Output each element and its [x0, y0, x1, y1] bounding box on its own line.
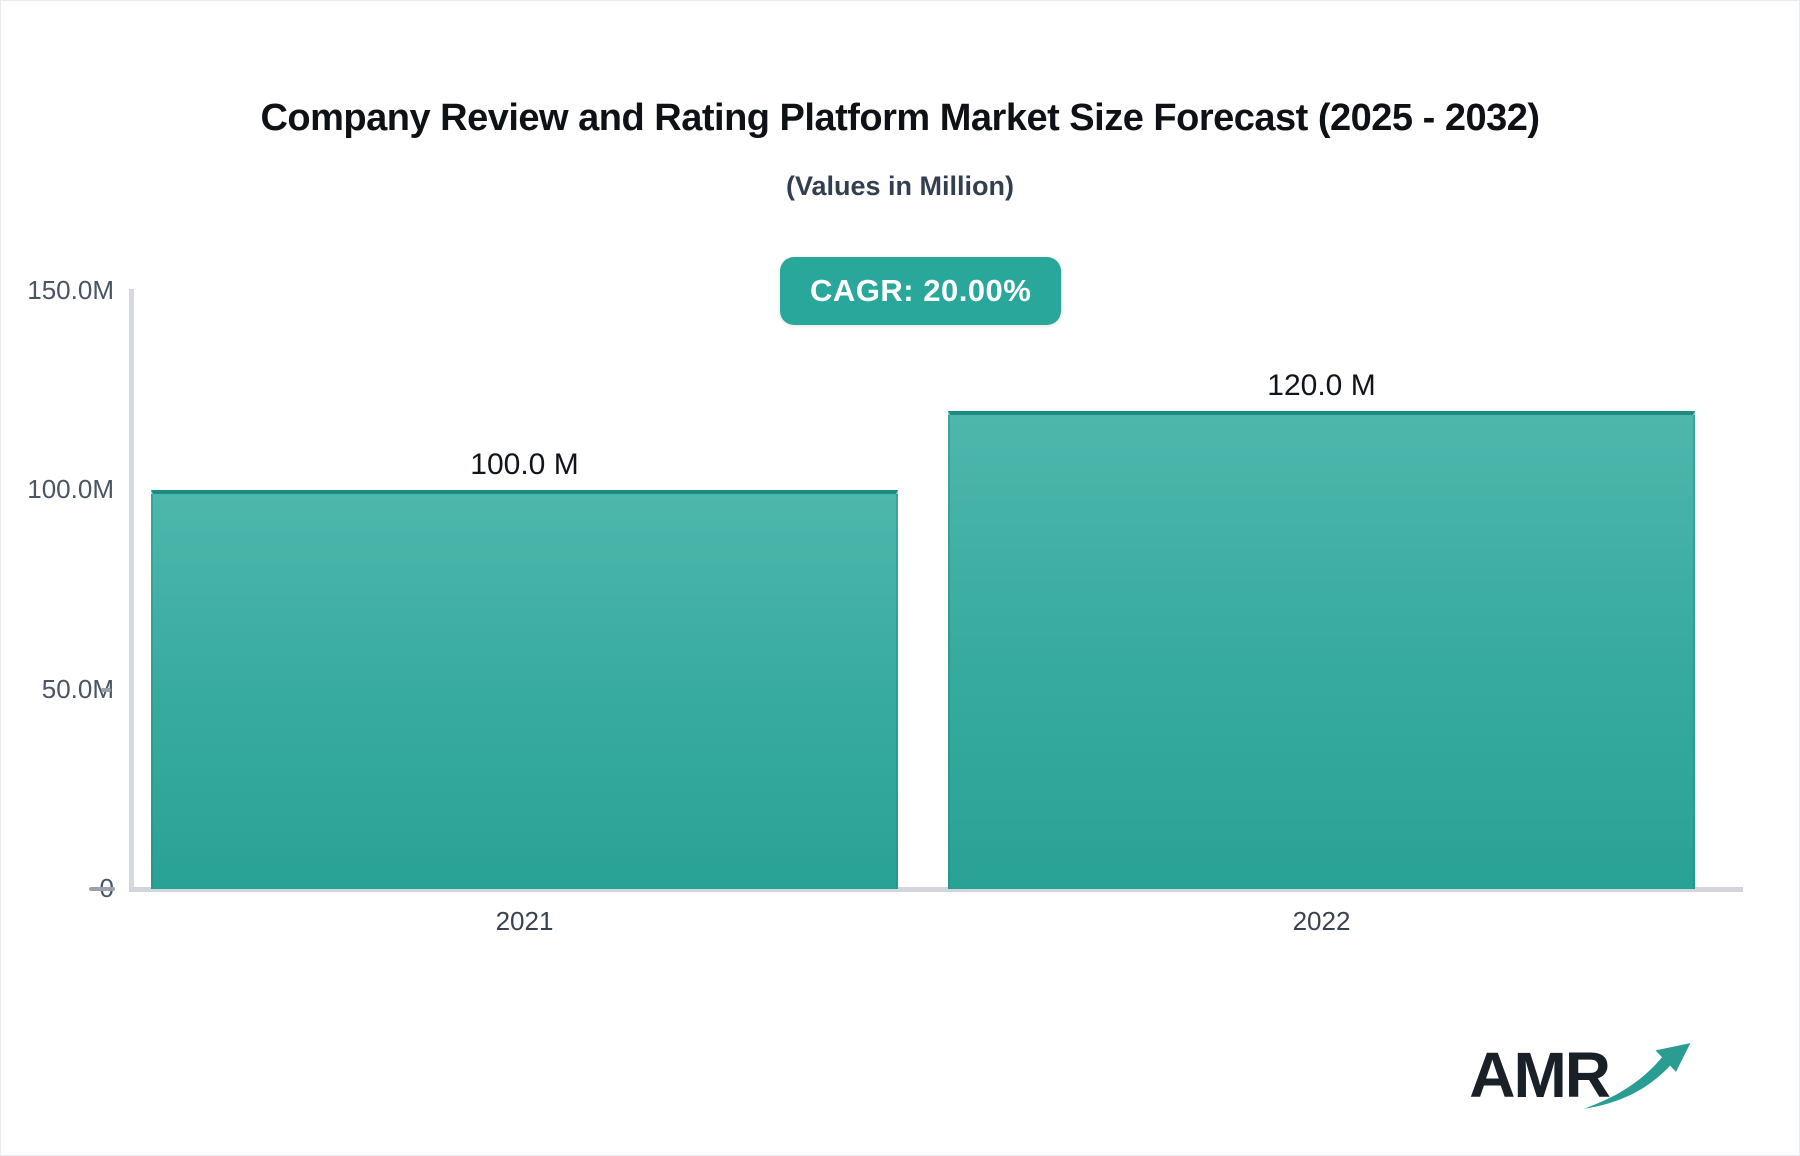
growth-arrow-icon	[1583, 1043, 1691, 1109]
bar-2022	[948, 410, 1695, 889]
y-axis-line	[129, 289, 134, 891]
chart-title: Company Review and Rating Platform Marke…	[260, 97, 1540, 139]
bar-value-label: 100.0 M	[470, 448, 579, 482]
x-tick-label: 2021	[495, 906, 554, 936]
x-axis-line	[129, 887, 1743, 892]
y-tick-mark	[101, 687, 111, 692]
y-tick-label: 150.0M	[27, 275, 114, 305]
y-tick-label: 50.0M	[41, 673, 114, 704]
cagr-badge: CAGR: 20.00%	[780, 257, 1062, 325]
bar-2021	[151, 490, 898, 889]
chart-subtitle: (Values in Million)	[785, 171, 1015, 201]
x-tick-label: 2022	[1292, 906, 1351, 936]
y-tick-label: 100.0M	[27, 474, 114, 505]
amr-logo-text: AMR	[1469, 1039, 1611, 1111]
y-tick-mark	[89, 887, 115, 891]
bar-value-label: 120.0 M	[1267, 368, 1376, 402]
amr-logo: AMR	[1469, 1037, 1697, 1111]
